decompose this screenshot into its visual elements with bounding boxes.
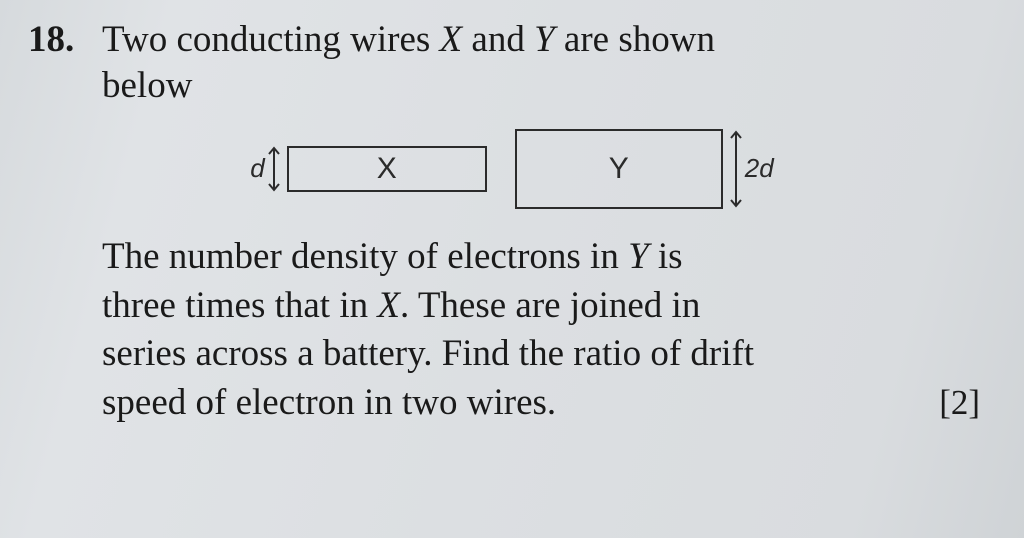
dim-2d: 2d [729,130,774,208]
var-x: X [440,19,463,60]
text: are shown [564,19,715,60]
text: three times that in [102,285,368,326]
dim-d: d [250,146,280,192]
wire-y-label: Y [609,152,629,186]
text: is [658,236,683,277]
dim-2d-label: 2d [745,153,774,184]
text: and [471,19,524,60]
wire-y-group: Y 2d [515,129,774,209]
wire-x-label: X [377,152,397,186]
double-arrow-icon [267,146,281,192]
para-line-2: three times that in X. These are joined … [102,282,988,331]
wires-figure: d X Y 2d [28,121,996,217]
para-line-3: series across a battery. Find the ratio … [102,330,988,379]
var-y: Y [534,19,555,60]
wire-x-box: X [287,146,487,192]
double-arrow-icon [729,130,743,208]
wire-x-group: d X [250,146,486,192]
text: speed of electron in two wires. [102,379,556,428]
para-line-4: speed of electron in two wires. [2] [102,379,988,428]
question-body: The number density of electrons in Y is … [102,233,988,428]
var-y: Y [628,236,649,277]
wire-y-box: Y [515,129,723,209]
text-fragment: Two conducting wires X and Y are shown [102,18,715,62]
text: . These are joined in [400,285,700,326]
para-line-1: The number density of electrons in Y is [102,233,988,282]
dim-d-label: d [250,153,264,184]
question-number: 18. [28,18,102,62]
var-x: X [377,285,400,326]
marks: [2] [939,380,980,426]
question-line-1: 18. Two conducting wires X and Y are sho… [28,18,996,62]
text: Two conducting wires [102,19,430,60]
problem-page: 18. Two conducting wires X and Y are sho… [0,0,1024,538]
text: The number density of electrons in [102,236,619,277]
question-line-2: below [102,64,996,108]
